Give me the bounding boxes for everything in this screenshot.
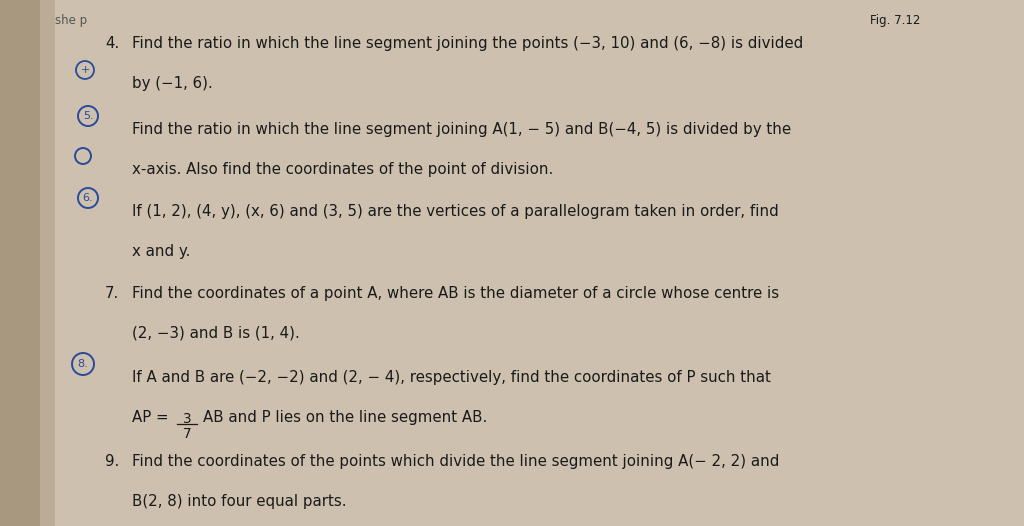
Text: 7.: 7. [105,286,119,301]
Text: she p: she p [55,14,87,27]
Text: 5.: 5. [83,111,93,121]
Text: AB and P lies on the line segment AB.: AB and P lies on the line segment AB. [203,410,487,425]
Text: Fig. 7.12: Fig. 7.12 [870,14,921,27]
Text: +: + [80,65,90,75]
Text: 6.: 6. [83,193,93,203]
Text: Find the ratio in which the line segment joining A(1, − 5) and B(−4, 5) is divid: Find the ratio in which the line segment… [132,122,792,137]
Text: Find the ratio in which the line segment joining the points (−3, 10) and (6, −8): Find the ratio in which the line segment… [132,36,803,51]
Text: 3: 3 [182,412,191,426]
Text: Find the coordinates of a point A, where AB is the diameter of a circle whose ce: Find the coordinates of a point A, where… [132,286,779,301]
Text: If (1, 2), (4, y), (x, 6) and (3, 5) are the vertices of a parallelogram taken i: If (1, 2), (4, y), (x, 6) and (3, 5) are… [132,204,778,219]
Text: (2, −3) and B is (1, 4).: (2, −3) and B is (1, 4). [132,326,300,341]
FancyBboxPatch shape [40,0,70,526]
Text: If A and B are (−2, −2) and (2, − 4), respectively, find the coordinates of P su: If A and B are (−2, −2) and (2, − 4), re… [132,370,771,385]
Text: 8.: 8. [78,359,88,369]
Text: x and y.: x and y. [132,244,190,259]
Text: x-axis. Also find the coordinates of the point of division.: x-axis. Also find the coordinates of the… [132,162,553,177]
FancyBboxPatch shape [0,0,55,526]
Text: 7: 7 [182,427,191,441]
Text: Find the coordinates of the points which divide the line segment joining A(− 2, : Find the coordinates of the points which… [132,454,779,469]
Text: AP =: AP = [132,410,169,425]
Text: 9.: 9. [105,454,119,469]
Text: B(2, 8) into four equal parts.: B(2, 8) into four equal parts. [132,494,346,509]
Text: 4.: 4. [105,36,119,51]
Text: by (−1, 6).: by (−1, 6). [132,76,213,91]
